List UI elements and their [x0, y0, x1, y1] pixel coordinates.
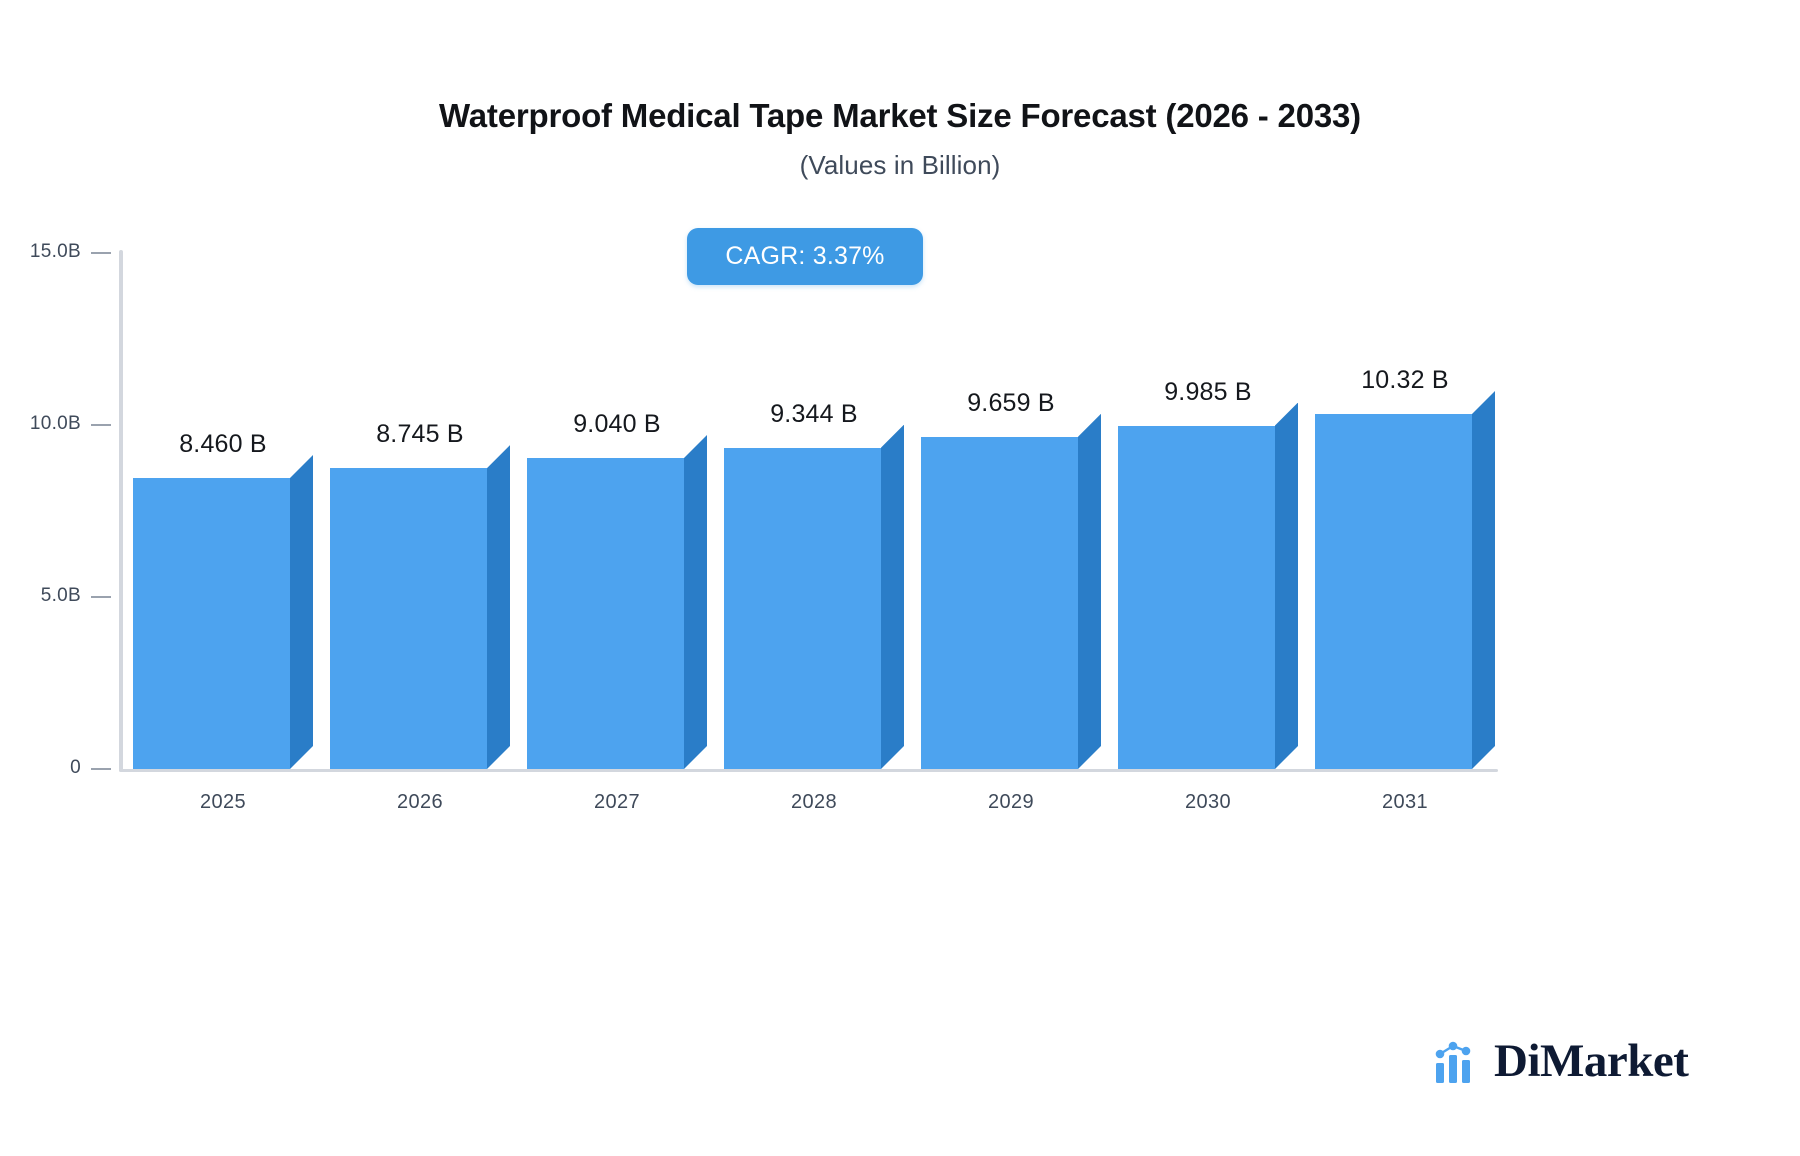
bar-value-label: 8.745 B: [376, 420, 464, 449]
bar-front-face: [133, 477, 290, 769]
chart-header: Waterproof Medical Tape Market Size Fore…: [0, 0, 1800, 181]
y-axis-line: [119, 250, 123, 771]
bar-front-face: [921, 436, 1078, 769]
y-axis-tick-mark: [91, 596, 111, 598]
y-axis-tick-label: 0: [70, 757, 81, 778]
cagr-badge: CAGR: 3.37%: [687, 228, 923, 285]
bar-side-face: [487, 445, 510, 769]
x-axis-tick-label: 2029: [987, 791, 1035, 813]
bar-2027[interactable]: [527, 435, 707, 769]
x-axis-tick-label: 2027: [593, 791, 641, 813]
x-axis-tick-label: 2030: [1184, 791, 1232, 813]
bar-side-face: [1472, 390, 1495, 769]
bar-2029[interactable]: [921, 413, 1101, 769]
bar-2025[interactable]: [133, 454, 313, 769]
bar-side-face: [881, 424, 904, 769]
bar-2031[interactable]: [1315, 390, 1495, 769]
bar-front-face: [1315, 413, 1472, 769]
y-axis-tick-label: 5.0B: [40, 585, 81, 606]
bar-front-face: [1118, 425, 1275, 769]
y-axis-tick-label: 10.0B: [29, 413, 81, 434]
bar-value-label: 9.040 B: [573, 410, 661, 439]
x-axis-tick-label: 2025: [199, 791, 247, 813]
y-axis-tick-label: 15.0B: [29, 241, 81, 262]
brand-logo: DiMarket: [1434, 1034, 1689, 1087]
bar-side-face: [1275, 402, 1298, 769]
bar-front-face: [330, 468, 487, 769]
chart-subtitle: (Values in Billion): [799, 150, 1001, 181]
bar-2028[interactable]: [724, 424, 904, 769]
bar-value-label: 9.985 B: [1164, 377, 1252, 406]
bar-value-label: 10.32 B: [1361, 365, 1449, 394]
y-axis-tick-mark: [91, 424, 111, 426]
bar-2030[interactable]: [1118, 402, 1298, 769]
bar-value-label: 9.659 B: [967, 388, 1055, 417]
page-title: Waterproof Medical Tape Market Size Fore…: [439, 97, 1361, 134]
x-axis-tick-label: 2031: [1381, 791, 1429, 813]
bar-side-face: [684, 435, 707, 769]
bar-side-face: [1078, 413, 1101, 769]
y-axis-tick-mark: [91, 768, 111, 770]
bar-side-face: [290, 454, 313, 769]
x-axis-tick-label: 2026: [396, 791, 444, 813]
y-axis-tick-mark: [91, 252, 111, 254]
x-axis-tick-label: 2028: [790, 791, 838, 813]
cagr-badge-label: CAGR: 3.37%: [725, 242, 885, 270]
bar-front-face: [527, 458, 684, 769]
bar-2026[interactable]: [330, 445, 510, 769]
bar-front-face: [724, 447, 881, 769]
bar-chart-icon: [1434, 1037, 1482, 1085]
x-axis-line: [119, 769, 1498, 772]
brand-logo-text: DiMarket: [1494, 1034, 1689, 1087]
bar-value-label: 9.344 B: [770, 399, 858, 428]
bar-value-label: 8.460 B: [179, 429, 267, 458]
